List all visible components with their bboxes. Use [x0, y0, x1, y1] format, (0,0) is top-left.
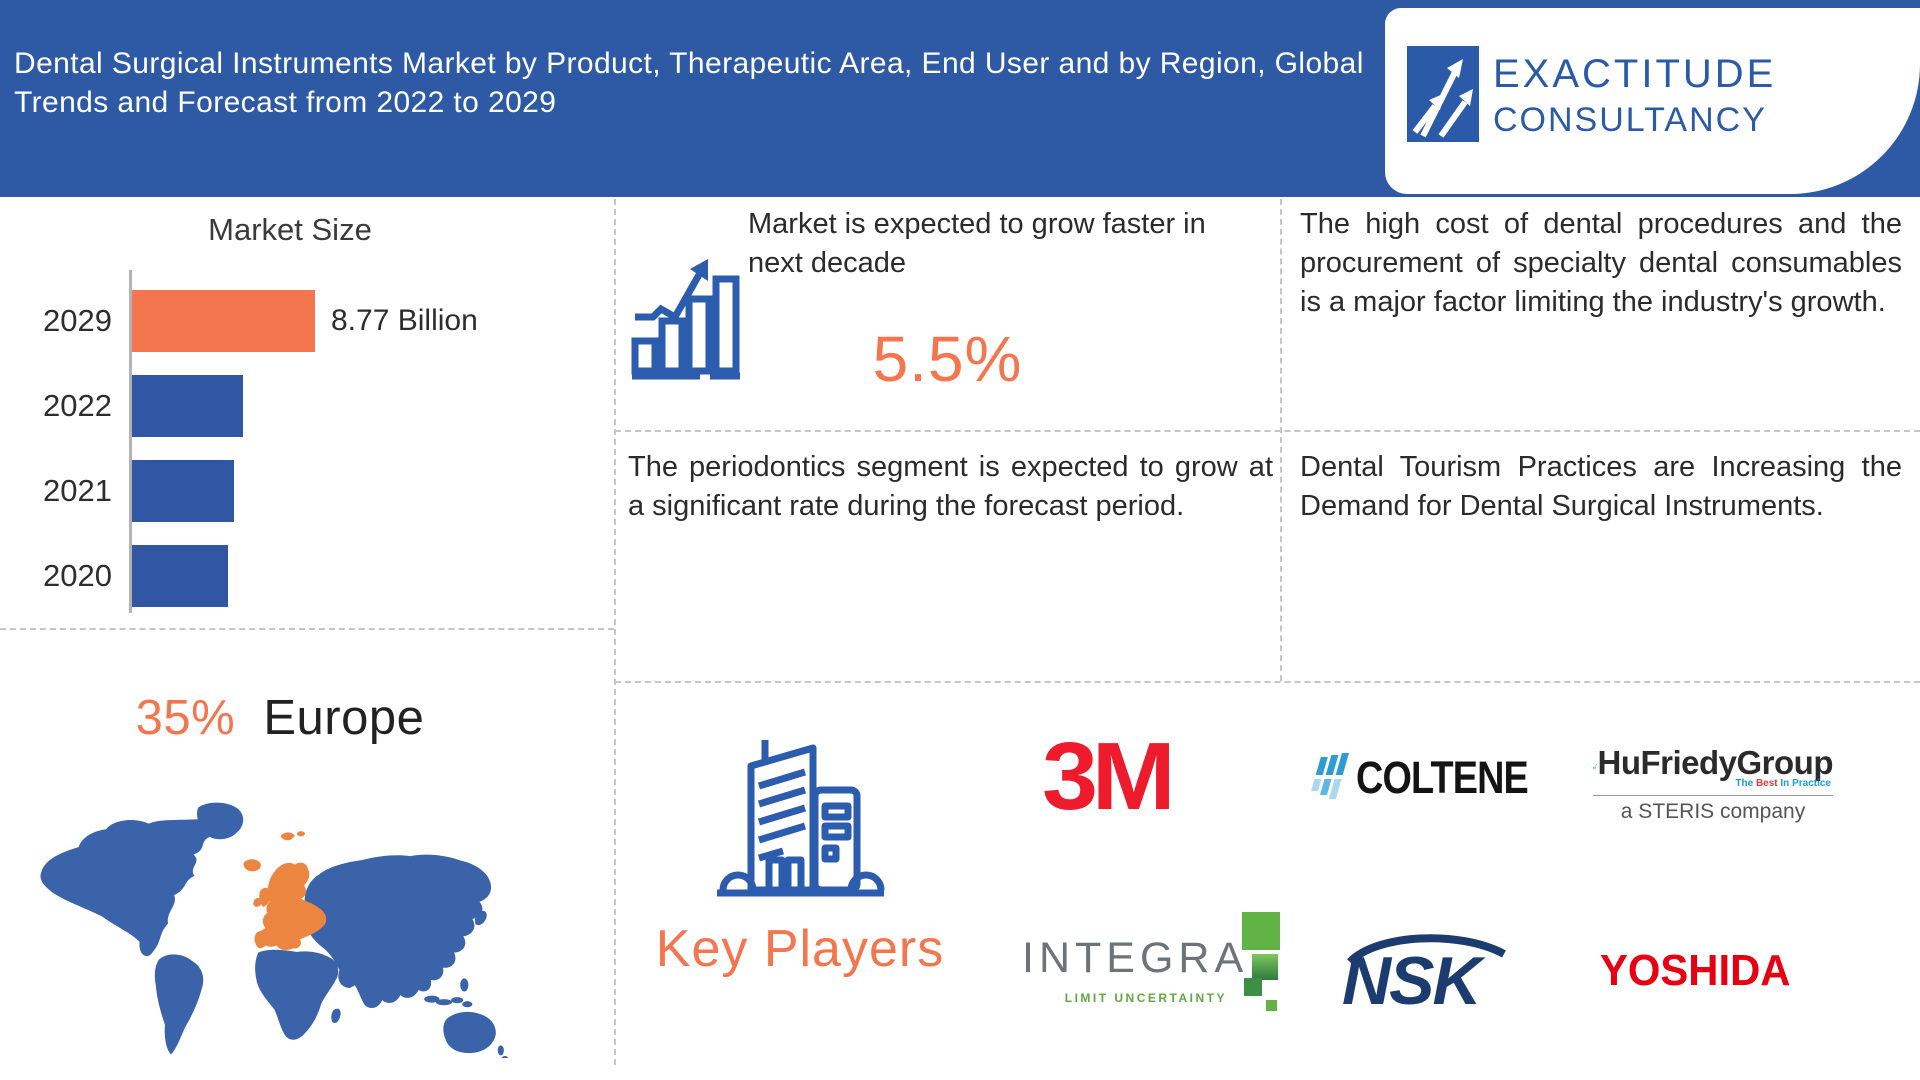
map-iberia [254, 930, 271, 949]
logo-nsk-text: NSK [1342, 943, 1482, 1019]
ascending-arrows-icon [1412, 59, 1473, 138]
office-building-icon [716, 740, 884, 897]
chart-value-label: 8.77 Billion [331, 304, 478, 337]
map-south-america [154, 954, 204, 1055]
logo-coltene: COLTENE [1310, 752, 1561, 804]
growth-rate-value: 5.5% [872, 323, 1023, 395]
page-title-line2: Trends and Forecast from 2022 to 2029 [14, 86, 557, 119]
chart-bar [132, 375, 243, 437]
map-indonesia [424, 995, 440, 1003]
map-arabia [338, 961, 363, 988]
logo-nsk: NSK [1342, 926, 1522, 1019]
hufriedy-tagline-part: In Practice [1780, 778, 1831, 789]
integra-squares-icon [1242, 912, 1280, 1011]
chart-bar [132, 290, 315, 352]
nsk-swoosh-icon [1347, 934, 1506, 965]
map-iceland [243, 859, 261, 872]
map-india [384, 961, 407, 999]
growth-chart-icon [631, 259, 740, 380]
brand-logo-text: EXACTITUDE CONSULTANCY [1493, 52, 1776, 140]
hufriedy-tagline: The Best In Practice [1597, 778, 1831, 789]
page-title-line1: Dental Surgical Instruments Market by Pr… [14, 47, 1364, 80]
map-greenland [197, 802, 244, 840]
brand-logo-card: EXACTITUDE CONSULTANCY [1385, 8, 1920, 194]
hufriedy-rule [1593, 795, 1833, 796]
brand-name-line2: CONSULTANCY [1493, 101, 1767, 139]
map-madagascar [331, 1008, 341, 1024]
logo-yoshida: YOSHIDA [1600, 946, 1791, 995]
chart-bar-row-2022: 2022 [0, 375, 614, 437]
page-title: Dental Surgical Instruments Market by Pr… [14, 44, 1384, 122]
coltene-stripes-icon [1311, 753, 1349, 799]
hufriedy-subtext: a STERIS company [1620, 800, 1806, 823]
chart-bar [132, 545, 228, 607]
map-philippines [460, 978, 469, 992]
map-svalbard [280, 832, 295, 841]
divider-vertical-right [1280, 199, 1282, 681]
divider-horizontal-keyplayers [615, 681, 1920, 683]
chart-year-label: 2029 [43, 303, 112, 338]
logo-integra: INTEGRA LIMIT UNCERTAINTY [1022, 912, 1280, 1011]
chart-bar-row-2020: 2020 [0, 545, 614, 607]
logo-3m: 3M [1042, 723, 1176, 830]
key-players-title: Key Players [655, 920, 945, 978]
chart-year-label: 2020 [43, 558, 112, 593]
map-new-zealand [497, 1045, 504, 1056]
chart-bar [132, 460, 234, 522]
chart-bar-row-2021: 2021 [0, 460, 614, 522]
chart-bar-row-2029: 2029 8.77 Billion [0, 290, 614, 352]
region-share-name: Europe [263, 691, 425, 745]
tourism-insight-text: Dental Tourism Practices are Increasing … [1300, 451, 1902, 522]
integra-tagline: LIMIT UNCERTAINTY [1064, 991, 1227, 1005]
periodontics-insight-text: The periodontics segment is expected to … [628, 451, 1273, 522]
key-players-block: Key Players [640, 732, 960, 979]
logo-coltene-text: COLTENE [1356, 752, 1529, 803]
divider-vertical-left [614, 199, 616, 1065]
brand-logo-mark [1407, 46, 1479, 142]
market-size-chart: 2029 8.77 Billion 2022 2021 2020 [0, 270, 614, 620]
growth-insight-text: Market is expected to grow faster in nex… [748, 208, 1206, 279]
map-north-america [40, 819, 216, 957]
chart-year-label: 2021 [43, 473, 112, 508]
hufriedy-tagline-part: Best [1755, 778, 1781, 789]
map-europe [260, 862, 327, 951]
divider-horizontal-middle [615, 430, 1920, 432]
cost-insight-text: The high cost of dental procedures and t… [1300, 208, 1902, 318]
chart-y-axis [129, 270, 132, 613]
logo-hufriedygroup-text: HuFriedyGroup [1597, 744, 1833, 781]
divider-horizontal-chart [0, 628, 614, 630]
map-australia [443, 1011, 496, 1054]
hufriedy-tagline-part: The [1735, 778, 1756, 789]
logo-integra-text: INTEGRA [1022, 934, 1249, 982]
hufriedy-dots-icon [1593, 764, 1597, 770]
brand-name-line1: EXACTITUDE [1493, 52, 1777, 96]
map-japan [475, 910, 487, 926]
region-share-percent: 35% [135, 691, 236, 745]
chart-year-label: 2022 [43, 388, 112, 423]
chart-title: Market Size [208, 212, 372, 247]
world-map [40, 802, 509, 1058]
header-band: Dental Surgical Instruments Market by Pr… [0, 0, 1920, 197]
region-share: 35% Europe [0, 690, 560, 746]
map-ireland [253, 897, 262, 907]
map-africa [255, 949, 339, 1040]
logo-hufriedygroup: HuFriedyGroup The Best In Practice a STE… [1593, 746, 1833, 824]
